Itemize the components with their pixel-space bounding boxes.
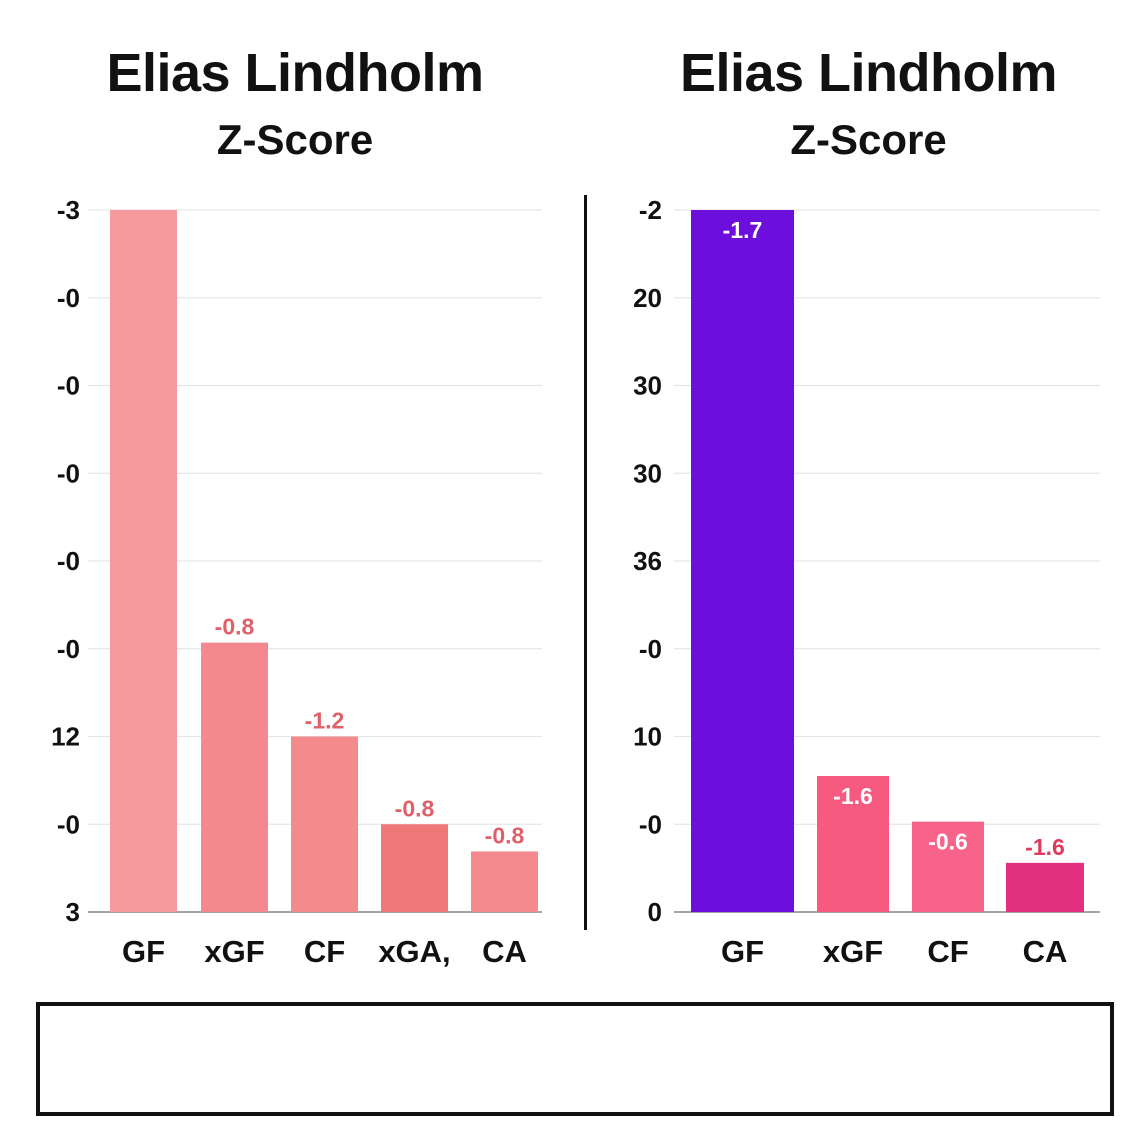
- data-label: -1.6: [1025, 834, 1065, 860]
- y-tick-label: -0: [57, 546, 80, 576]
- panel-divider: [584, 195, 587, 930]
- x-category-label: GF: [122, 934, 165, 969]
- left-bar-chart: -3 -0 -0 -0 -0 -0 12 -0 3 GF -0.8 xGF -1.2 CF -0.8 xGA,…: [51, 195, 542, 969]
- bar-gf: [691, 210, 794, 912]
- y-tick-label: -0: [57, 809, 80, 839]
- y-tick-label: 10: [633, 722, 662, 752]
- bar-cf: [291, 736, 358, 912]
- y-tick-label: -0: [639, 809, 662, 839]
- bar-cf: [912, 821, 984, 912]
- x-category-label: GF: [721, 934, 764, 969]
- y-tick-label: -0: [57, 634, 80, 664]
- x-category-label: xGF: [204, 934, 264, 969]
- y-tick-label: 20: [633, 283, 662, 313]
- x-category-label: xGA,: [378, 934, 450, 969]
- y-tick-label: -0: [57, 458, 80, 488]
- x-category-label: CA: [482, 934, 527, 969]
- x-category-label: xGF: [823, 934, 883, 969]
- y-tick-label: 3: [66, 897, 80, 927]
- empty-caption-box: [36, 1002, 1114, 1116]
- data-label: -0.8: [215, 614, 255, 640]
- bar-xga: [381, 824, 448, 912]
- left-chart-panel: Elias Lindholm Z-Score -3 -0 -0 -0 -0 -0 12 -0 3…: [0, 0, 580, 990]
- bar-xgf: [201, 642, 268, 912]
- bar-gf: [110, 210, 177, 912]
- bar-xgf: [817, 775, 889, 912]
- y-tick-label: -3: [57, 195, 80, 225]
- y-tick-label: 30: [633, 458, 662, 488]
- data-label: -1.2: [305, 708, 345, 734]
- y-tick-label: -0: [57, 283, 80, 313]
- data-label: -0.8: [485, 822, 525, 848]
- y-tick-label: 36: [633, 546, 662, 576]
- y-tick-label: -0: [57, 371, 80, 401]
- y-tick-label: -0: [639, 634, 662, 664]
- y-tick-label: 12: [51, 722, 80, 752]
- x-category-label: CF: [927, 934, 968, 969]
- data-label: -1.6: [833, 783, 873, 809]
- y-tick-label: -2: [639, 195, 662, 225]
- y-tick-label: 0: [648, 897, 662, 927]
- chart-subtitle: Z-Score: [216, 116, 374, 163]
- x-category-label: CA: [1023, 934, 1068, 969]
- chart-subtitle: Z-Score: [790, 116, 947, 163]
- right-bar-chart: -2 20 30 30 36 -0 10 -0 0 -1.7 GF -1.6 xGF -0.6 CF -1.6…: [633, 195, 1100, 969]
- right-chart-panel: Elias Lindholm Z-Score -2 20 30 30 36 -0 10 -0 0…: [590, 0, 1147, 990]
- y-tick-label: 30: [633, 371, 662, 401]
- x-category-label: CF: [304, 934, 345, 969]
- data-label: -1.7: [723, 217, 763, 243]
- chart-title: Elias Lindholm: [106, 43, 484, 103]
- bar-ca: [471, 851, 538, 912]
- data-label: -0.8: [395, 795, 435, 821]
- data-label: -0.6: [928, 829, 968, 855]
- bar-ca: [1006, 862, 1084, 912]
- chart-title: Elias Lindholm: [679, 43, 1058, 103]
